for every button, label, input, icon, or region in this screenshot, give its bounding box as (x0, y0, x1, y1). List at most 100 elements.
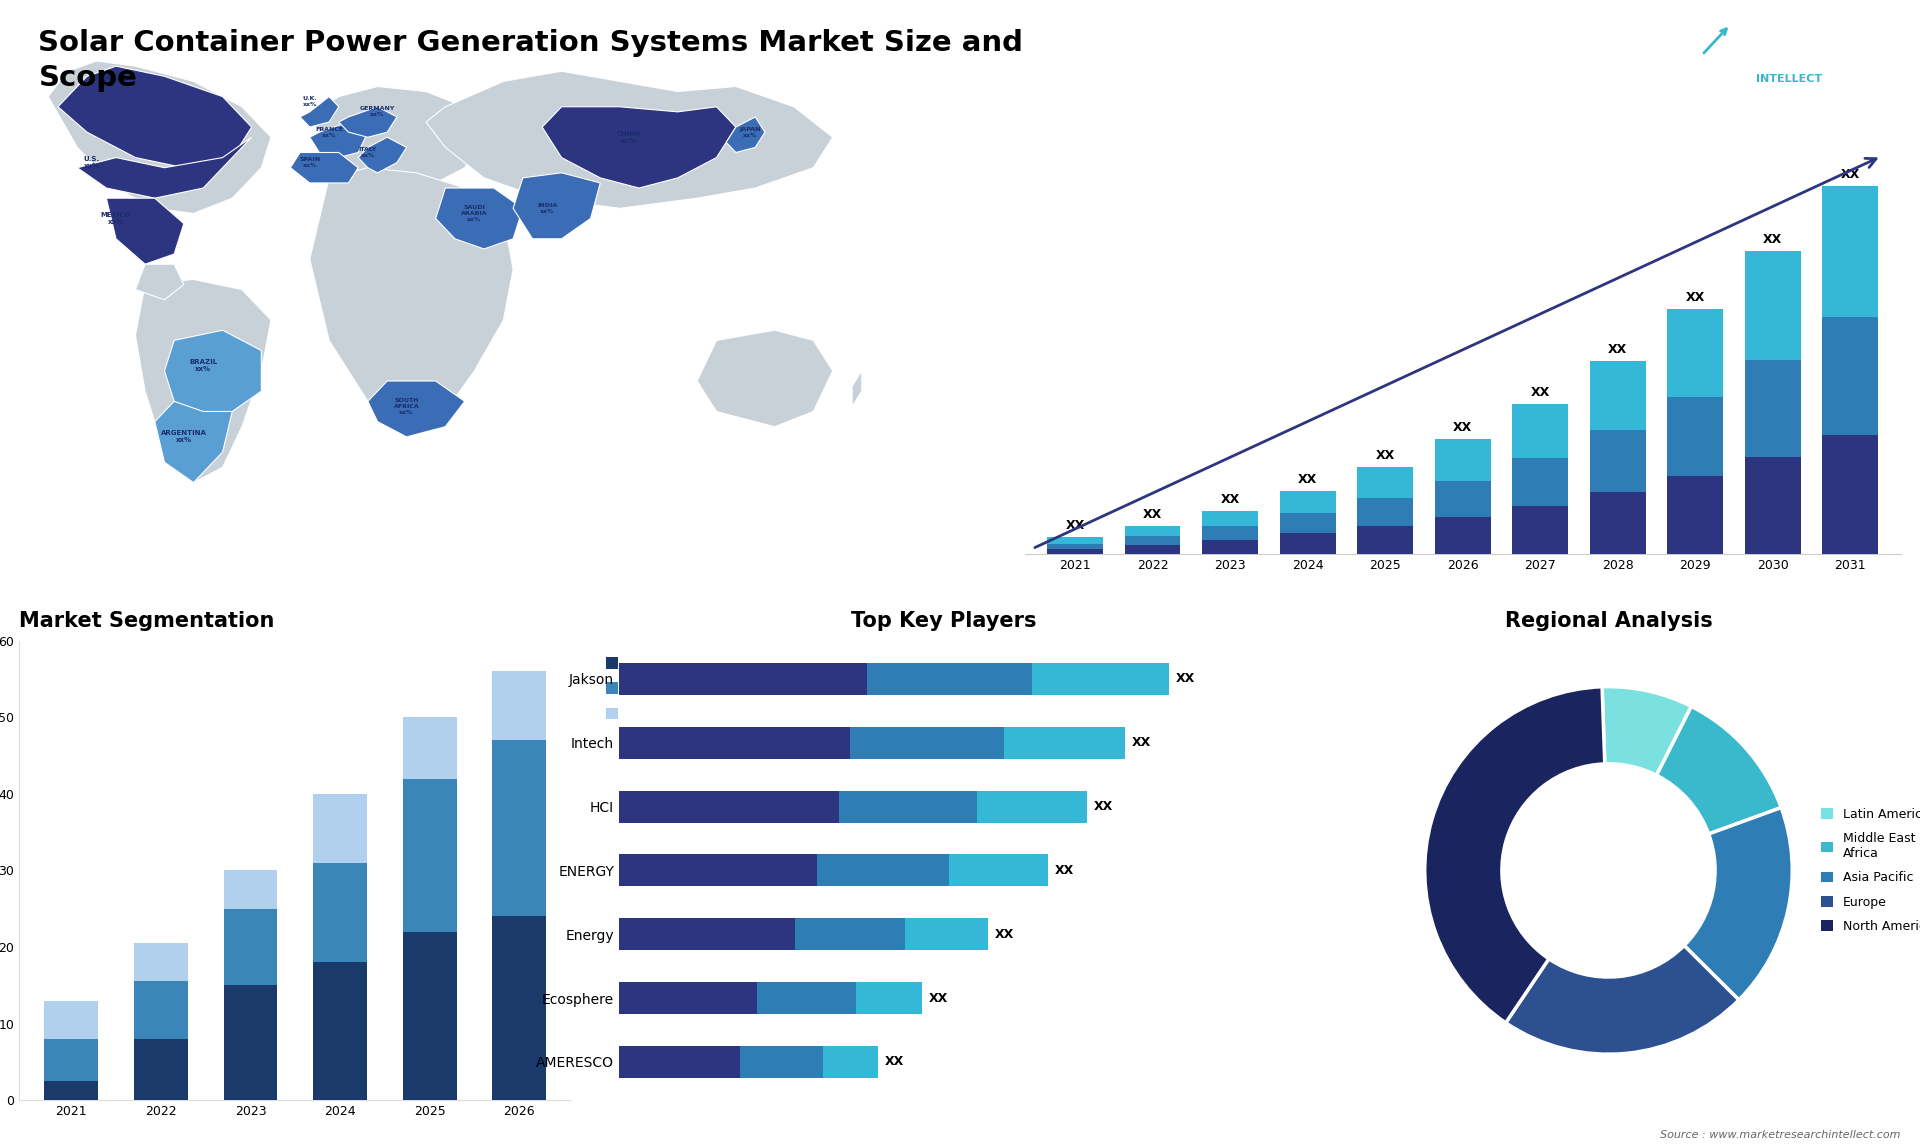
Bar (795, 918, 904, 950)
Polygon shape (48, 61, 271, 213)
Polygon shape (852, 371, 862, 407)
Bar (492, 917, 547, 1100)
Text: U.S.
xx%: U.S. xx% (84, 156, 100, 170)
Bar (44, 1039, 98, 1081)
Bar (44, 1000, 98, 1039)
Bar (134, 981, 188, 1039)
Bar (856, 982, 922, 1014)
Polygon shape (369, 380, 465, 437)
Polygon shape (541, 107, 735, 188)
Bar (618, 664, 866, 694)
Title: Regional Analysis: Regional Analysis (1505, 611, 1713, 630)
Bar (851, 727, 1004, 759)
Bar (618, 1046, 739, 1078)
Polygon shape (136, 280, 271, 482)
Bar (1004, 727, 1125, 759)
Text: XX: XX (1453, 421, 1473, 434)
Polygon shape (726, 117, 764, 152)
Bar (1513, 505, 1569, 554)
Bar (1125, 536, 1181, 544)
Text: ITALY
xx%: ITALY xx% (359, 147, 376, 158)
Bar (1822, 186, 1878, 316)
Text: XX: XX (1298, 472, 1317, 486)
Text: MEXICO
xx%: MEXICO xx% (100, 212, 131, 225)
Bar (223, 986, 276, 1100)
Bar (403, 778, 457, 932)
Wedge shape (1684, 808, 1791, 1000)
Polygon shape (77, 138, 252, 198)
Polygon shape (513, 173, 601, 238)
Bar (1745, 251, 1801, 360)
Polygon shape (106, 198, 184, 265)
Text: SPAIN
xx%: SPAIN xx% (300, 157, 321, 168)
Bar (866, 664, 1031, 694)
Bar (1357, 466, 1413, 499)
Bar (44, 1081, 98, 1100)
Polygon shape (300, 96, 338, 127)
Bar (1046, 549, 1102, 554)
Bar (313, 963, 367, 1100)
Polygon shape (426, 71, 833, 209)
Bar (403, 932, 457, 1100)
Bar (1745, 456, 1801, 554)
Text: XX: XX (1763, 233, 1782, 246)
Bar (492, 672, 547, 740)
Text: XX: XX (1054, 864, 1073, 877)
Text: XX: XX (929, 991, 948, 1005)
Bar (839, 791, 977, 823)
Text: SAUDI
ARABIA
xx%: SAUDI ARABIA xx% (461, 205, 488, 221)
Text: ARGENTINA
xx%: ARGENTINA xx% (161, 431, 207, 444)
Text: MARKET: MARKET (1757, 36, 1814, 48)
Bar (1434, 517, 1490, 554)
Legend: Type, Application, Geography: Type, Application, Geography (607, 657, 705, 721)
Bar (1667, 398, 1724, 476)
Text: CHINA
xx%: CHINA xx% (616, 131, 641, 143)
Text: XX: XX (1841, 167, 1860, 181)
Bar (1590, 492, 1645, 554)
Bar (822, 1046, 877, 1078)
Polygon shape (309, 86, 484, 188)
Polygon shape (359, 138, 407, 173)
Bar (1031, 664, 1169, 694)
Bar (223, 909, 276, 986)
Bar (1513, 403, 1569, 458)
Text: JAPAN
xx%: JAPAN xx% (739, 127, 760, 138)
Text: SOUTH
AFRICA
xx%: SOUTH AFRICA xx% (394, 398, 419, 415)
Bar (1281, 490, 1336, 513)
Bar (134, 1039, 188, 1100)
Bar (1434, 480, 1490, 517)
Bar (1590, 430, 1645, 492)
Text: U.K.
xx%: U.K. xx% (301, 96, 317, 107)
Bar (1281, 534, 1336, 554)
Text: INTELLECT: INTELLECT (1757, 74, 1822, 84)
Text: GERMANY
xx%: GERMANY xx% (359, 107, 396, 117)
Polygon shape (290, 152, 359, 183)
Polygon shape (309, 121, 369, 157)
Bar (739, 1046, 822, 1078)
Text: XX: XX (1066, 519, 1085, 532)
Bar (618, 982, 756, 1014)
Bar (1745, 360, 1801, 456)
Bar (618, 855, 818, 886)
Text: XX: XX (1221, 493, 1240, 505)
Bar (313, 863, 367, 963)
Text: XX: XX (995, 928, 1014, 941)
Bar (1202, 526, 1258, 540)
Text: XX: XX (1133, 737, 1152, 749)
Bar (1046, 543, 1102, 549)
Wedge shape (1425, 686, 1605, 1022)
Polygon shape (136, 265, 184, 300)
Bar (1667, 476, 1724, 554)
Text: RESEARCH: RESEARCH (1757, 54, 1830, 66)
Bar (977, 791, 1087, 823)
Bar (313, 794, 367, 863)
Bar (904, 918, 987, 950)
Bar (1125, 544, 1181, 554)
Bar (223, 871, 276, 909)
Polygon shape (1645, 28, 1736, 61)
Bar (618, 918, 795, 950)
Bar (1046, 537, 1102, 543)
Bar (403, 717, 457, 778)
Bar (1281, 513, 1336, 534)
Bar (492, 740, 547, 917)
